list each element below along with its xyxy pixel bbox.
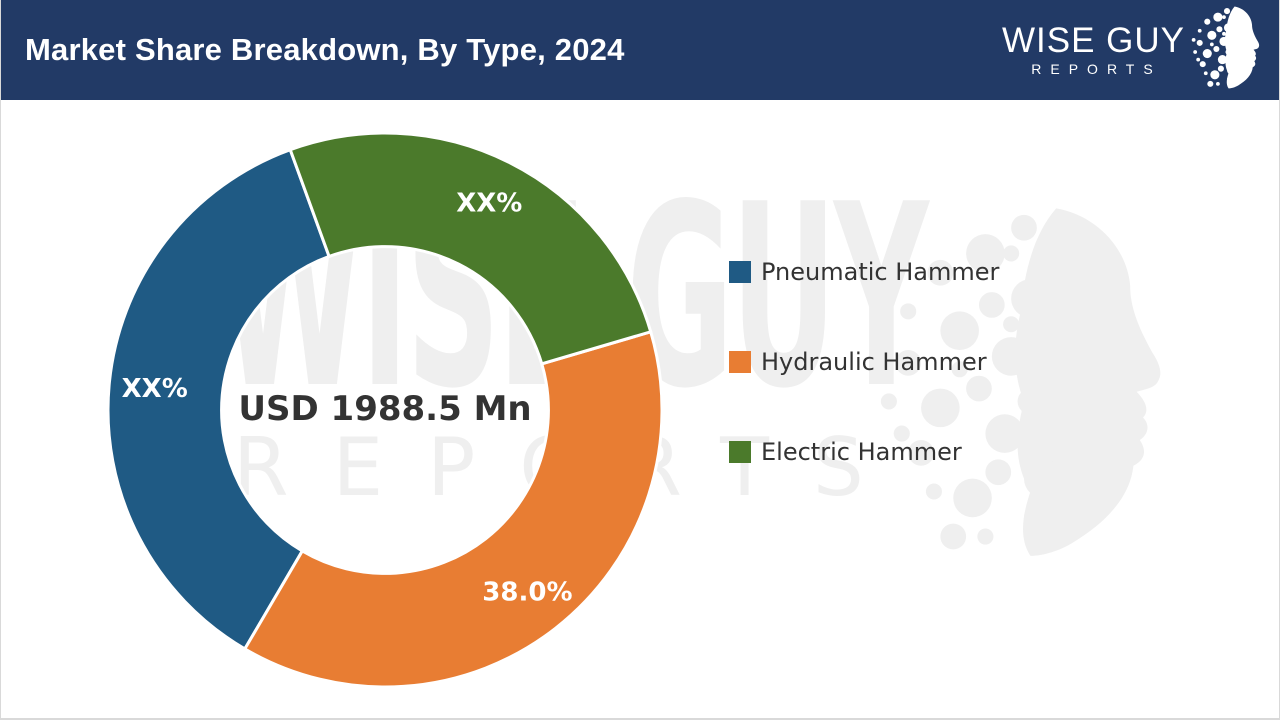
brand-text: WISE GUY REPORTS bbox=[1002, 23, 1185, 77]
brand-subtitle: REPORTS bbox=[1031, 61, 1162, 77]
legend-item-hydraulic-hammer: Hydraulic Hammer bbox=[729, 347, 999, 377]
legend-item-electric-hammer: Electric Hammer bbox=[729, 437, 999, 467]
donut-segment-label: XX% bbox=[456, 189, 522, 219]
legend-label: Hydraulic Hammer bbox=[761, 348, 987, 376]
page-title: Market Share Breakdown, By Type, 2024 bbox=[25, 32, 625, 67]
donut-segment-electric-hammer bbox=[288, 131, 653, 366]
legend-swatch bbox=[729, 261, 751, 283]
brand-name: WISE GUY bbox=[1001, 21, 1185, 60]
donut-segment-label: 38.0% bbox=[482, 577, 572, 607]
donut-segment-label: XX% bbox=[122, 374, 188, 404]
donut-segment-pneumatic-hammer bbox=[106, 147, 332, 651]
legend-item-pneumatic-hammer: Pneumatic Hammer bbox=[729, 257, 999, 287]
brand-face-icon bbox=[1191, 6, 1260, 88]
legend-label: Electric Hammer bbox=[761, 438, 962, 466]
donut-center-value: USD 1988.5 Mn bbox=[238, 389, 532, 429]
donut-chart: XX% 38.0% XX% bbox=[106, 131, 664, 689]
donut-segment-hydraulic-hammer bbox=[242, 329, 664, 689]
header-bar: Market Share Breakdown, By Type, 2024 WI… bbox=[1, 0, 1279, 100]
chart-legend: Pneumatic Hammer Hydraulic Hammer Electric… bbox=[729, 257, 999, 527]
brand-logo: WISE GUY REPORTS bbox=[1002, 5, 1265, 96]
legend-swatch bbox=[729, 441, 751, 463]
legend-label: Pneumatic Hammer bbox=[761, 258, 1000, 286]
legend-swatch bbox=[729, 351, 751, 373]
